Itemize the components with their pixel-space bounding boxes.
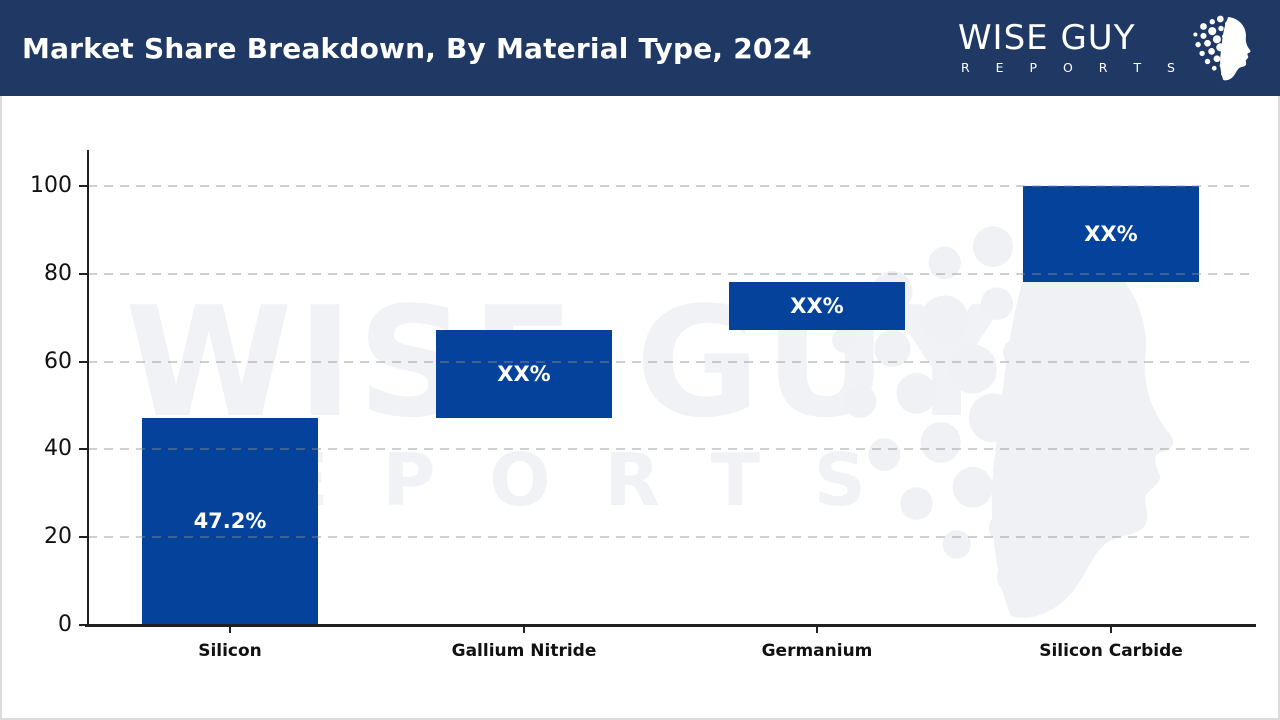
x-category-label: Gallium Nitride: [451, 641, 597, 661]
x-tick-mark: [1110, 625, 1112, 633]
bar-silicon: 47.2%: [142, 417, 318, 625]
logo-subtitle: R E P O R T S: [960, 60, 1186, 75]
logo-text: WISE GUY R E P O R T S: [958, 21, 1186, 75]
y-tick-mark: [79, 536, 87, 539]
x-tick-mark: [229, 625, 231, 633]
chart-area: WISE GUY REPORTS 47.2% Silicon XX% Gallium …: [0, 96, 1280, 720]
y-tick-mark: [79, 448, 87, 451]
logo-wordmark: WISE GUY: [957, 18, 1136, 58]
bar-value-label: 47.2%: [193, 509, 267, 534]
chart-title: Market Share Breakdown, By Material Type…: [22, 31, 812, 65]
x-category-label: Silicon: [198, 641, 262, 661]
y-tick-label: 20: [44, 524, 72, 550]
bar-silicon-carbide: XX%: [1023, 186, 1199, 282]
y-tick-mark: [79, 185, 87, 187]
y-tick-label: 40: [44, 436, 72, 462]
bar-value-label: XX%: [497, 361, 551, 386]
gridline: [88, 360, 1255, 363]
y-tick-label: 60: [44, 348, 72, 374]
x-axis-line: [85, 624, 1256, 627]
x-category-label: Silicon Carbide: [1039, 641, 1183, 661]
y-tick-mark: [79, 272, 87, 275]
x-tick-mark: [523, 625, 525, 633]
y-axis-line: [87, 150, 89, 627]
y-tick-mark: [79, 360, 87, 363]
wise-guy-reports-logo: WISE GUY R E P O R T S: [958, 7, 1254, 89]
gridline: [88, 448, 1255, 451]
gridline: [88, 185, 1255, 187]
bar-gallium-nitride: XX%: [436, 329, 612, 418]
plot-layer: 47.2% Silicon XX% Gallium Nitride XX% Germani…: [0, 96, 1280, 720]
y-tick-label: 80: [44, 260, 72, 286]
header-band: Market Share Breakdown, By Material Type…: [0, 0, 1280, 96]
y-tick-mark: [79, 624, 87, 626]
bar-value-label: XX%: [1084, 221, 1138, 246]
y-tick-label: 100: [30, 173, 72, 198]
gridline: [88, 536, 1255, 539]
bar-germanium: XX%: [729, 281, 905, 330]
bar-value-label: XX%: [790, 293, 844, 318]
gridline: [88, 272, 1255, 275]
y-tick-label: 0: [58, 612, 72, 637]
dotted-head-icon: [1190, 7, 1254, 89]
x-category-label: Germanium: [761, 641, 873, 661]
x-tick-mark: [816, 625, 818, 633]
